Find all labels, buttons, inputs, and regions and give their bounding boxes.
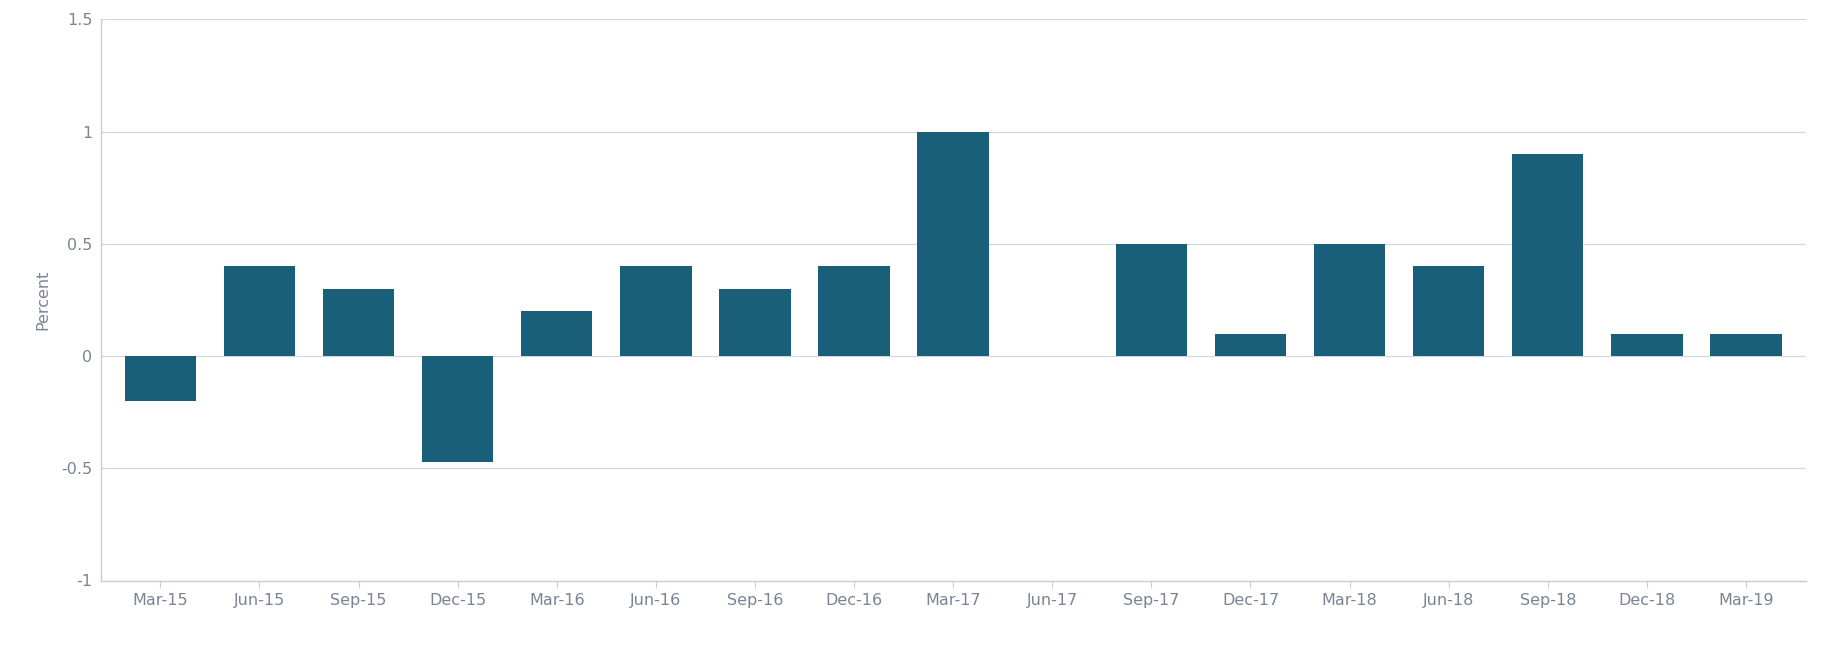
Bar [1511,154,1583,356]
Bar [1116,244,1187,356]
Bar [1412,266,1484,356]
Bar [125,356,196,401]
Bar [1215,333,1286,356]
Bar [1709,333,1781,356]
Bar [918,132,987,356]
Y-axis label: Percent: Percent [35,270,49,330]
Bar [1610,333,1682,356]
Bar [322,289,394,356]
Bar [718,289,790,356]
Bar [520,311,592,356]
Bar [421,356,493,462]
Bar [224,266,295,356]
Bar [619,266,691,356]
Bar [817,266,889,356]
Bar [1314,244,1385,356]
